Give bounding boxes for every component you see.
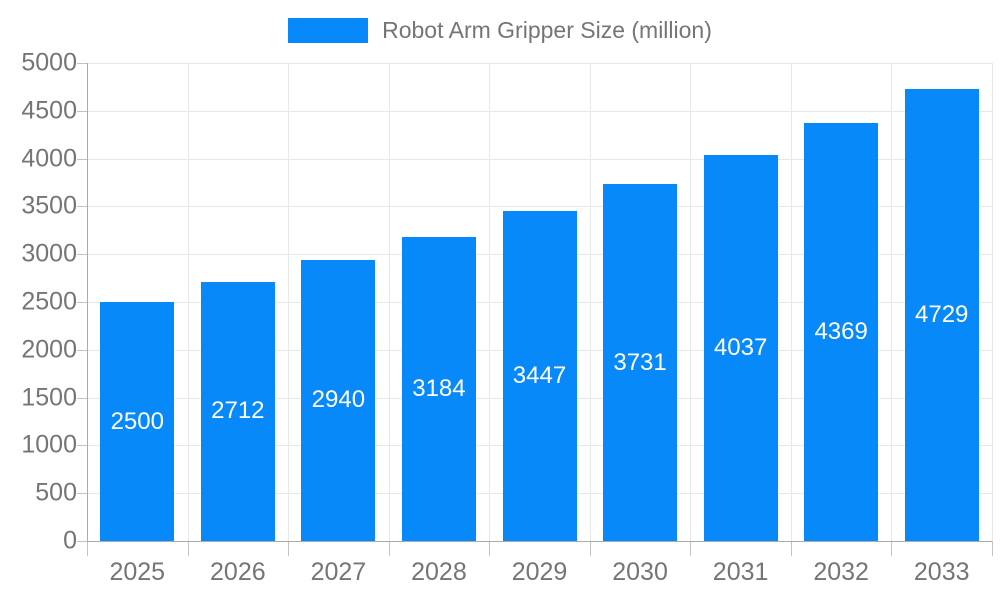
x-axis-tick [589, 541, 591, 556]
gridline-vertical [891, 63, 893, 541]
x-axis-tick-label: 2029 [511, 558, 568, 586]
bar-value-label: 3447 [512, 362, 567, 390]
bar-value-label: 4037 [713, 334, 768, 362]
y-axis-tick [77, 302, 87, 303]
x-axis-tick-label: 2028 [411, 558, 467, 586]
y-axis-tick [77, 63, 87, 64]
gridline-horizontal [87, 206, 992, 208]
x-axis-tick-label: 2033 [913, 558, 970, 586]
gridline-horizontal [87, 158, 992, 160]
bar[interactable]: 4729 [904, 88, 979, 541]
bar[interactable]: 2940 [301, 259, 376, 541]
x-axis-tick [87, 541, 88, 556]
x-axis-tick [187, 541, 189, 556]
x-axis-line [87, 541, 992, 542]
y-axis-tick [77, 206, 87, 208]
gridline-vertical [589, 63, 591, 541]
gridline-vertical [790, 63, 792, 541]
y-axis-tick [77, 541, 87, 542]
y-axis-tick-label: 5000 [21, 48, 77, 77]
x-axis-tick-label: 2027 [310, 558, 367, 586]
bar[interactable]: 4369 [804, 123, 879, 541]
x-axis-tick-label: 2031 [712, 558, 769, 586]
y-axis-tick-label: 3000 [21, 239, 77, 268]
legend-swatch-icon [288, 18, 369, 43]
bar-value-label: 4369 [814, 318, 868, 346]
y-axis-tick-label: 1000 [21, 430, 77, 459]
gridline-vertical [992, 63, 993, 541]
gridline-vertical [388, 63, 390, 541]
bar-value-label: 4729 [915, 300, 969, 328]
bar[interactable]: 4037 [703, 155, 778, 541]
bar[interactable]: 3184 [401, 236, 476, 541]
x-axis-tick [891, 541, 893, 556]
bar-value-label: 3731 [613, 348, 667, 376]
x-axis-tick-label: 2032 [813, 558, 869, 586]
y-axis-tick [77, 445, 87, 447]
y-axis-tick [77, 158, 87, 160]
x-axis-tick [690, 541, 692, 556]
gridline-vertical [690, 63, 692, 541]
legend[interactable]: Robot Arm Gripper Size (million) [0, 17, 1000, 44]
y-axis-tick-label: 2500 [21, 287, 77, 316]
y-axis-tick-label: 4500 [21, 96, 77, 125]
bar-value-label: 2940 [311, 386, 366, 414]
bar[interactable]: 3731 [603, 184, 678, 541]
gridline-vertical [187, 63, 189, 541]
y-axis-tick [77, 397, 87, 399]
bar-value-label: 2712 [211, 397, 265, 425]
gridline-horizontal [87, 63, 992, 64]
gridline-horizontal [87, 110, 992, 112]
y-axis-tick-label: 0 [63, 526, 77, 555]
gridline-vertical [489, 63, 491, 541]
x-axis-tick [388, 541, 390, 556]
bar-value-label: 2500 [110, 407, 164, 435]
bar[interactable]: 3447 [502, 211, 577, 541]
x-axis-tick-label: 2026 [210, 558, 266, 586]
y-axis-tick-label: 2000 [21, 335, 77, 364]
x-axis-tick [790, 541, 792, 556]
x-axis-tick [288, 541, 290, 556]
y-axis-tick-label: 4000 [21, 144, 77, 173]
gridline-vertical [288, 63, 290, 541]
legend-label: Robot Arm Gripper Size (million) [382, 17, 712, 43]
y-axis-tick [77, 110, 87, 112]
y-axis-tick [77, 349, 87, 351]
x-axis-tick [489, 541, 491, 556]
y-axis-tick [77, 493, 87, 495]
x-axis-tick-label: 2025 [109, 558, 166, 586]
y-axis-tick-label: 500 [35, 478, 77, 507]
bar[interactable]: 2500 [100, 302, 175, 541]
x-axis-tick [992, 541, 993, 556]
y-axis-tick [77, 254, 87, 256]
y-axis-tick-label: 3500 [21, 191, 77, 220]
bar[interactable]: 2712 [200, 281, 275, 541]
y-axis-line [87, 63, 88, 541]
y-axis-tick-label: 1500 [21, 383, 77, 412]
x-axis-tick-label: 2030 [612, 558, 668, 586]
bar-value-label: 3184 [412, 374, 466, 402]
